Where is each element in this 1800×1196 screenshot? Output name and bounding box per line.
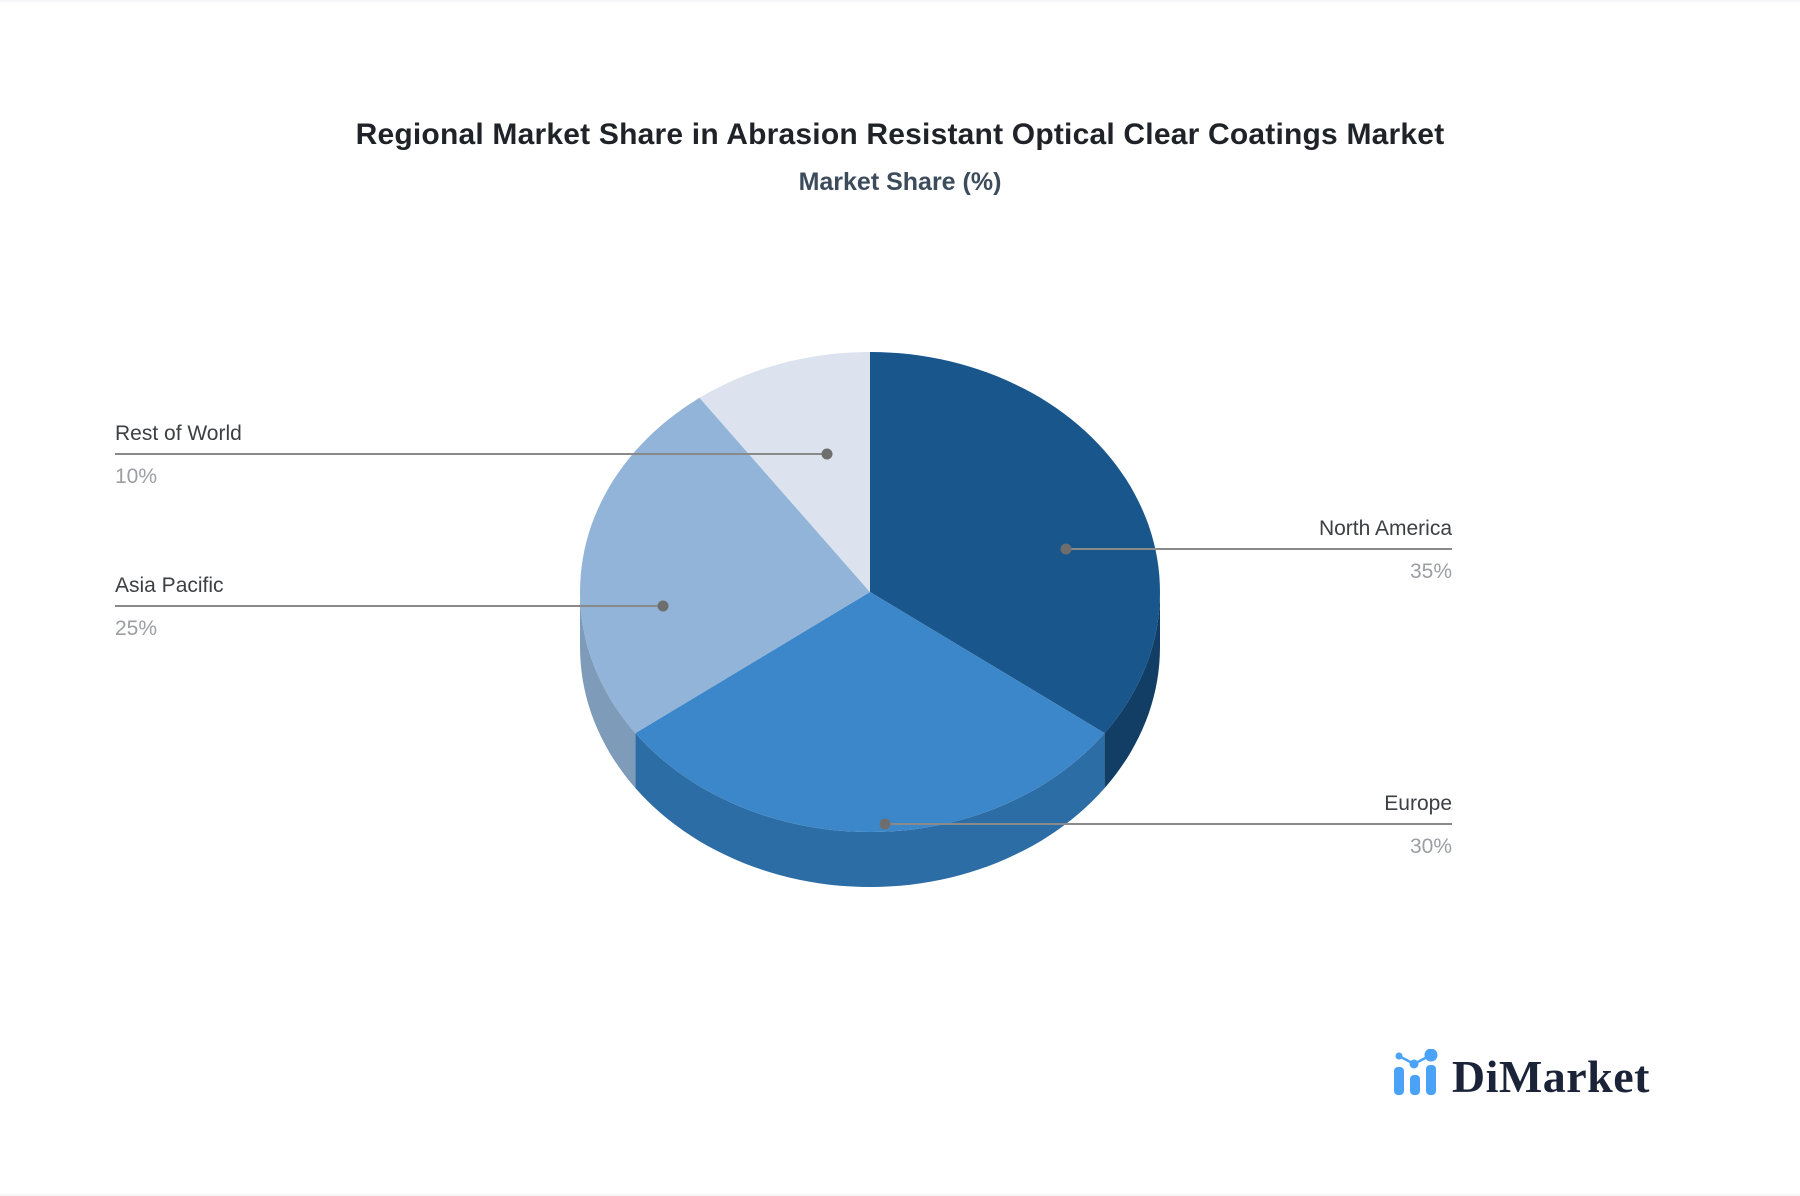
logo-bar — [1425, 1065, 1436, 1095]
slice-percent-asia-pacific: 25% — [115, 617, 158, 640]
slice-percent-rest-of-world: 10% — [115, 465, 158, 488]
chart-subtitle: Market Share (%) — [798, 168, 1002, 196]
slice-label-rest-of-world: Rest of World — [115, 422, 242, 445]
pie-side-asia-pacific — [580, 592, 636, 789]
slice-percent-europe: 30% — [1409, 835, 1452, 858]
slice-label-north-america: North America — [1318, 517, 1452, 540]
logo-dot — [1409, 1059, 1419, 1069]
brand-logo: DiMarket — [1392, 1049, 1650, 1102]
pie-slice-europe — [635, 592, 1105, 832]
leader-dot — [879, 818, 891, 830]
leader-dot — [657, 600, 669, 612]
pie-slice-asia-pacific — [580, 397, 870, 734]
logo-dot — [1424, 1049, 1438, 1062]
pie-side-north-america — [1104, 592, 1160, 789]
slice-label-europe: Europe — [1384, 792, 1452, 815]
logo-bar — [1393, 1067, 1404, 1095]
slice-percent-north-america: 35% — [1409, 560, 1452, 583]
brand-name: DiMarket — [1451, 1051, 1650, 1102]
chart-title: Regional Market Share in Abrasion Resist… — [355, 118, 1445, 151]
leader-dot — [1060, 543, 1072, 555]
slice-label-asia-pacific: Asia Pacific — [115, 574, 224, 597]
logo-dot — [1395, 1052, 1403, 1060]
logo-bar — [1409, 1075, 1420, 1095]
bar-chart-logo-icon — [1393, 1049, 1438, 1095]
leader-dot — [821, 448, 833, 460]
pie-slice-rest-of-world — [699, 352, 870, 592]
pie-side-europe — [635, 733, 1105, 887]
pie-slice-north-america — [870, 352, 1160, 734]
